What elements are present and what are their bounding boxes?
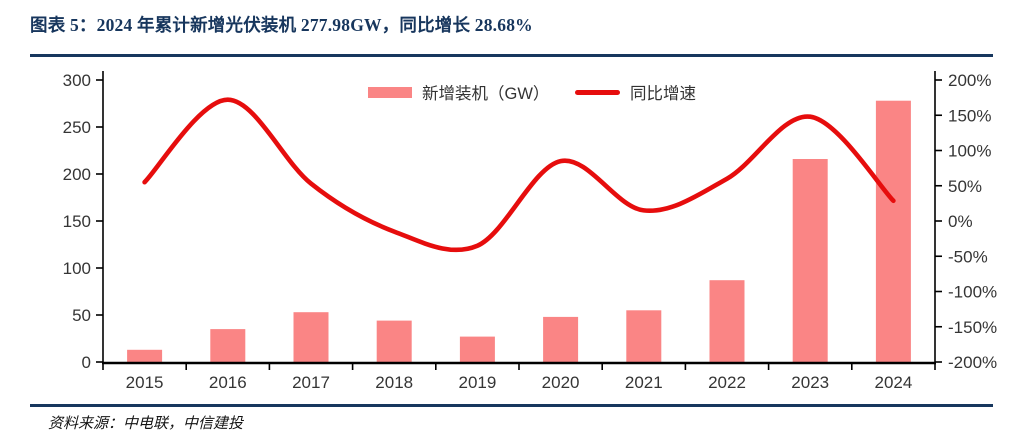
- svg-text:-50%: -50%: [948, 247, 988, 266]
- svg-text:2017: 2017: [292, 373, 330, 392]
- left-axis: 300 250 200 150 100 50 0: [63, 71, 103, 372]
- svg-text:150%: 150%: [948, 106, 991, 125]
- svg-text:2020: 2020: [542, 373, 580, 392]
- bar-2015: [127, 349, 163, 363]
- svg-text:2019: 2019: [458, 373, 496, 392]
- source-note: 资料来源：中电联，中信建投: [48, 416, 244, 432]
- bar-2022: [709, 280, 745, 363]
- bar-2019: [459, 336, 495, 363]
- top-divider: [30, 54, 993, 57]
- svg-text:-100%: -100%: [948, 283, 997, 302]
- svg-text:300: 300: [63, 71, 91, 90]
- legend-line-label: 同比增速: [630, 85, 696, 103]
- bar-2021: [626, 310, 662, 363]
- svg-text:2024: 2024: [874, 373, 912, 392]
- bar-2017: [293, 312, 329, 363]
- legend-item-bar: 新增装机（GW）: [368, 81, 549, 103]
- svg-text:0%: 0%: [948, 212, 973, 231]
- page-title: 图表 5：2024 年累计新增光伏装机 277.98GW，同比增长 28.68%: [30, 15, 533, 35]
- bar-2020: [543, 316, 579, 363]
- svg-text:-200%: -200%: [948, 353, 997, 372]
- svg-text:0: 0: [82, 353, 91, 372]
- svg-text:2016: 2016: [209, 373, 247, 392]
- bar-2018: [376, 320, 412, 363]
- svg-text:50%: 50%: [948, 177, 982, 196]
- svg-text:100%: 100%: [948, 142, 991, 161]
- legend-bar-swatch-icon: [368, 86, 412, 98]
- legend-bar-label: 新增装机（GW）: [422, 85, 550, 103]
- svg-text:50: 50: [72, 306, 91, 325]
- bar-2016: [210, 329, 246, 363]
- bar-2023: [792, 159, 828, 363]
- svg-text:250: 250: [63, 118, 91, 137]
- svg-text:2022: 2022: [708, 373, 746, 392]
- growth-line: [142, 97, 896, 253]
- svg-text:100: 100: [63, 259, 91, 278]
- svg-text:2015: 2015: [126, 373, 164, 392]
- legend-item-line: 同比增速: [575, 81, 696, 103]
- svg-text:200: 200: [63, 165, 91, 184]
- svg-text:2018: 2018: [375, 373, 413, 392]
- bar-2024: [875, 100, 911, 363]
- bars-series: [127, 100, 911, 363]
- svg-text:2021: 2021: [625, 373, 663, 392]
- svg-text:-150%: -150%: [948, 318, 997, 337]
- svg-text:200%: 200%: [948, 71, 991, 90]
- legend-line-swatch-icon: [575, 89, 620, 95]
- x-axis: 2015 2016 2017 2018 2019 2020 2021 2022 2023 2024: [102, 363, 936, 392]
- svg-text:150: 150: [63, 212, 91, 231]
- bottom-divider: [30, 404, 993, 407]
- svg-text:2023: 2023: [791, 373, 829, 392]
- right-axis: 200% 150% 100% 50% 0% -50% -100% -150% -200%: [935, 71, 997, 372]
